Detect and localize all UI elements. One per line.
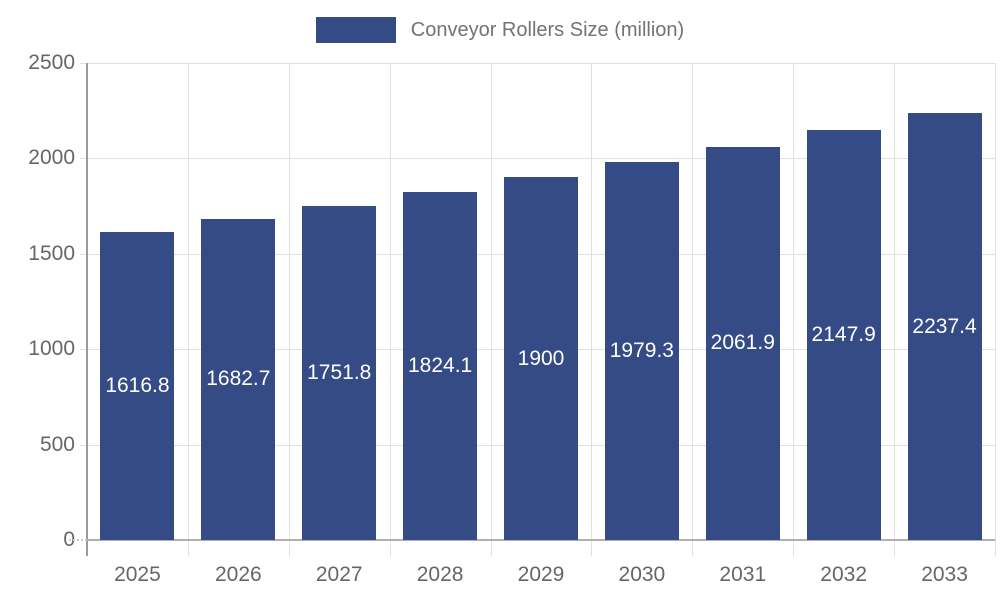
y-axis-line: [86, 63, 88, 556]
gridline-vertical: [894, 63, 896, 556]
x-axis-tick-label: 2032: [820, 563, 868, 586]
y-axis-tick-label: 0: [63, 528, 75, 551]
y-axis-tick-label: 500: [39, 432, 75, 456]
bar-value-label: 1616.8: [105, 373, 170, 397]
gridline-horizontal: [80, 63, 995, 64]
bar-value-label: 1751.8: [307, 360, 372, 384]
bar-value-label: 2061.9: [710, 331, 775, 355]
gridline-horizontal: [80, 158, 995, 160]
x-axis-tick-label: 2029: [517, 563, 565, 586]
gridline-vertical: [591, 63, 593, 556]
bar: [504, 177, 578, 540]
gridline-vertical: [490, 63, 492, 556]
x-axis-line: [87, 539, 995, 541]
x-axis-tick-label: 2026: [214, 563, 262, 586]
y-axis-tick-label: 2500: [28, 51, 75, 74]
x-axis-tick-label: 2033: [921, 563, 968, 586]
bar: [604, 162, 679, 540]
bar-value-label: 1824.1: [407, 353, 473, 377]
legend-swatch: [315, 17, 396, 43]
bar-value-label: 2237.4: [912, 314, 977, 338]
bar: [907, 113, 982, 540]
gridline-vertical: [692, 63, 694, 556]
bar-value-label: 1979.3: [609, 339, 674, 363]
gridline-vertical: [389, 63, 391, 556]
y-axis-tick-label: 2000: [28, 146, 75, 170]
x-axis-tick-label: 2027: [315, 563, 363, 586]
bar: [705, 146, 780, 540]
y-axis-tick-label: 1500: [28, 241, 75, 265]
bar: [100, 231, 175, 540]
bar: [806, 130, 881, 540]
y-axis-tick-label: 1000: [28, 337, 75, 361]
bar: [403, 191, 478, 540]
x-axis-tick-label: 2030: [618, 563, 666, 586]
x-axis-tick-label: 2025: [114, 563, 161, 586]
gridline-vertical: [995, 63, 996, 556]
bar-value-label: 2147.9: [811, 323, 876, 347]
bar-value-label: 1900: [517, 346, 565, 370]
legend[interactable]: Conveyor Rollers Size (million): [0, 17, 1000, 43]
gridline-vertical: [288, 63, 290, 556]
gridline-vertical: [793, 63, 795, 556]
bar: [201, 218, 276, 540]
legend-label: Conveyor Rollers Size (million): [410, 19, 685, 41]
zero-tick-mark: [69, 539, 87, 541]
gridline-vertical: [187, 63, 189, 556]
bar: [302, 205, 377, 540]
x-axis-tick-label: 2031: [719, 563, 767, 586]
bar-value-label: 1682.7: [206, 367, 271, 391]
x-axis-tick-label: 2028: [416, 563, 464, 586]
